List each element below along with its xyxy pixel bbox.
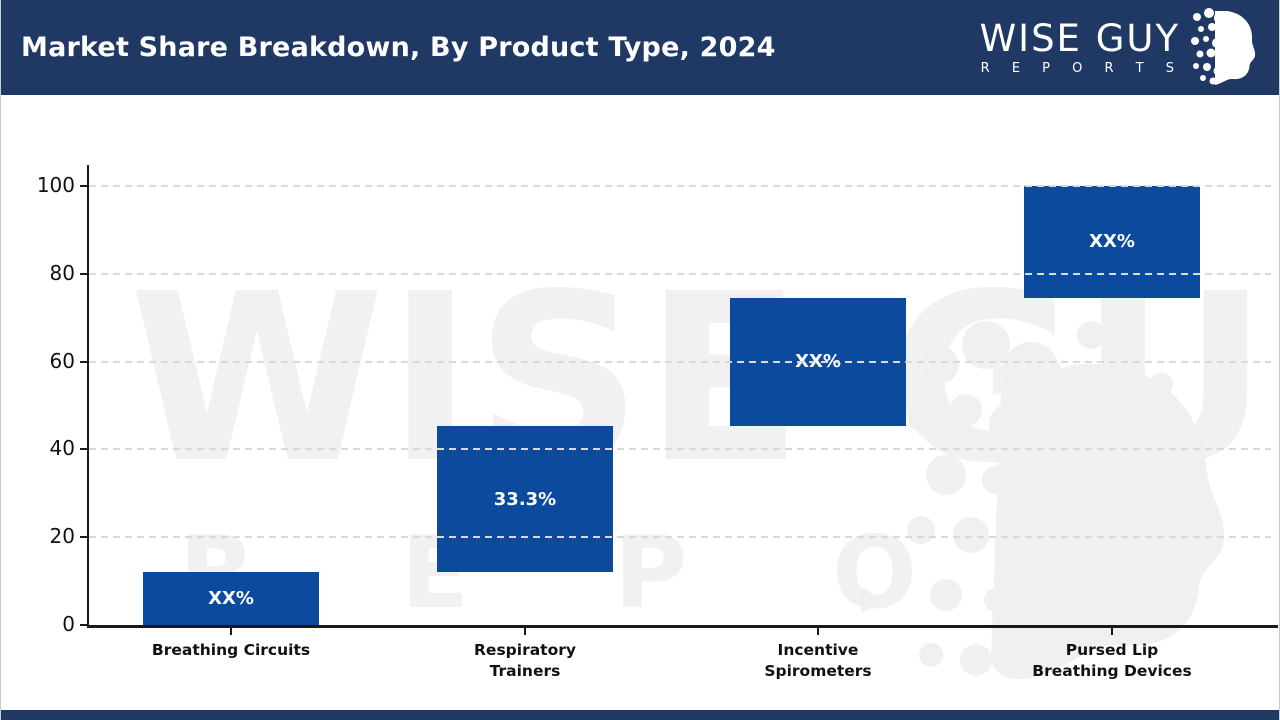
x-axis: [87, 625, 1278, 628]
logo-wordmark: WISE GUY: [979, 17, 1181, 60]
y-tick-100: [80, 185, 89, 187]
y-tick-label-0: 0: [62, 612, 75, 636]
category-label-4: Pursed Lip Breathing Devices: [1032, 641, 1192, 680]
category-label-1: Breathing Circuits: [151, 641, 311, 659]
x-tick-2: [524, 628, 526, 635]
bar-label-2: 33.3%: [493, 488, 557, 510]
logo-text: WISE GUY R E P O R T S: [977, 20, 1183, 75]
x-tick-1: [230, 628, 232, 635]
y-tick-0: [80, 624, 89, 626]
bar-label-4: XX%: [1089, 231, 1135, 253]
bar-1: XX%: [143, 572, 319, 625]
y-tick-60: [80, 360, 89, 363]
y-tick-label-80: 80: [49, 260, 75, 285]
y-tick-label-40: 40: [49, 436, 75, 461]
bar-2: 33.3%: [437, 426, 613, 573]
y-tick-20: [80, 536, 89, 539]
gridline-60: [89, 360, 1271, 363]
gridline-20: [89, 536, 1271, 539]
header-bar: Market Share Breakdown, By Product Type,…: [1, 0, 1279, 95]
chart-area: WISE GU R E P O R T S 020406080100XX%33.…: [1, 95, 1279, 710]
gridline-100: [89, 185, 1271, 187]
logo-face-icon: [1187, 5, 1259, 91]
footer-bar: [1, 710, 1279, 720]
y-tick-40: [80, 448, 89, 451]
gridline-80: [89, 272, 1271, 275]
category-label-2: Respiratory Trainers: [474, 641, 576, 680]
category-label-3: Incentive Spirometers: [764, 641, 872, 680]
x-tick-3: [817, 628, 819, 635]
y-axis: [87, 165, 89, 627]
wiseguy-logo: WISE GUY R E P O R T S: [977, 5, 1259, 91]
y-tick-label-60: 60: [49, 348, 75, 373]
watermark-face-icon: [849, 215, 1261, 719]
page-title: Market Share Breakdown, By Product Type,…: [21, 32, 776, 63]
gridline-40: [89, 448, 1271, 451]
y-tick-label-20: 20: [49, 524, 75, 549]
bar-4: XX%: [1024, 186, 1200, 298]
y-tick-label-100: 100: [36, 173, 75, 197]
logo-subtitle: R E P O R T S: [980, 61, 1183, 76]
bar-label-1: XX%: [208, 588, 254, 610]
y-tick-80: [80, 272, 89, 275]
x-tick-4: [1111, 628, 1113, 635]
